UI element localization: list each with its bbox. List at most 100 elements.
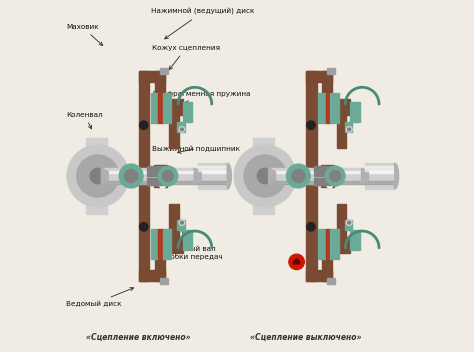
Bar [163,230,172,259]
Polygon shape [85,138,107,214]
Bar [252,170,265,182]
Text: Выжимной подшипник: Выжимной подшипник [152,145,240,153]
Circle shape [297,260,300,263]
Circle shape [346,220,352,225]
Bar [314,169,337,170]
Polygon shape [101,168,109,184]
Circle shape [181,128,183,131]
Polygon shape [395,163,399,189]
Circle shape [327,170,333,176]
Circle shape [346,127,352,132]
Bar [154,165,167,187]
Bar [151,93,158,122]
Bar [365,163,395,189]
Bar [147,180,170,181]
Bar [147,169,170,170]
Polygon shape [362,168,368,184]
Circle shape [139,222,148,231]
Bar [155,71,165,101]
Bar [365,166,395,171]
Bar [139,270,165,281]
Polygon shape [155,99,182,148]
Bar [147,173,170,174]
Circle shape [348,128,351,131]
Bar [314,166,337,167]
Text: Нажимной (ведущий) диск: Нажимной (ведущий) диск [151,8,255,39]
Circle shape [327,182,333,188]
Circle shape [307,121,315,130]
Bar [306,71,332,82]
Polygon shape [228,163,231,189]
Bar [271,168,397,184]
Bar [147,175,170,176]
Polygon shape [269,168,275,184]
Bar [152,176,155,184]
Bar [314,173,337,174]
Bar [321,165,335,187]
Bar [350,102,360,122]
Bar [152,168,155,176]
Bar [182,230,192,250]
Text: «Сцепление выключено»: «Сцепление выключено» [250,333,361,342]
Circle shape [325,166,345,186]
Bar [151,230,158,259]
Bar [147,182,170,183]
Circle shape [289,254,304,270]
Polygon shape [293,258,300,264]
Bar [163,93,172,122]
Bar [271,181,397,184]
Bar [318,93,326,122]
Polygon shape [155,204,182,253]
Circle shape [257,168,273,184]
Bar [160,278,168,284]
Circle shape [292,169,305,183]
Bar [198,163,228,189]
Circle shape [348,221,351,224]
Circle shape [330,171,341,181]
Bar [160,68,168,74]
Bar [104,181,229,184]
Bar [306,270,332,281]
Bar [104,168,229,184]
Bar [177,122,185,132]
Bar [139,71,165,82]
Bar [147,177,170,178]
Polygon shape [253,138,274,214]
Bar [314,167,337,185]
Bar [147,166,170,167]
Bar [314,184,337,186]
Bar [84,170,98,182]
Polygon shape [322,204,350,253]
Bar [177,220,185,230]
Circle shape [234,145,296,207]
Bar [104,171,229,173]
Circle shape [158,166,178,186]
Bar [330,93,339,122]
Bar [327,68,335,74]
Bar [147,184,170,186]
Bar [345,220,352,230]
Bar [306,71,317,281]
Circle shape [179,127,185,132]
Circle shape [307,222,315,231]
Circle shape [244,155,286,197]
Text: Первичный вал
коробки передач: Первичный вал коробки передач [157,227,223,260]
Bar [326,230,330,259]
Bar [198,166,228,171]
Circle shape [163,171,173,181]
Bar [147,167,170,185]
Bar [319,168,322,176]
Bar [322,251,332,281]
Circle shape [90,168,106,184]
Bar [314,182,337,183]
Circle shape [125,169,137,183]
Bar [350,230,360,250]
Bar [314,177,337,178]
Polygon shape [194,168,201,184]
Bar [147,171,170,172]
Polygon shape [322,99,350,148]
Circle shape [179,220,185,225]
Text: Коленвал: Коленвал [66,112,102,129]
Bar [314,171,337,172]
Bar [271,171,397,173]
